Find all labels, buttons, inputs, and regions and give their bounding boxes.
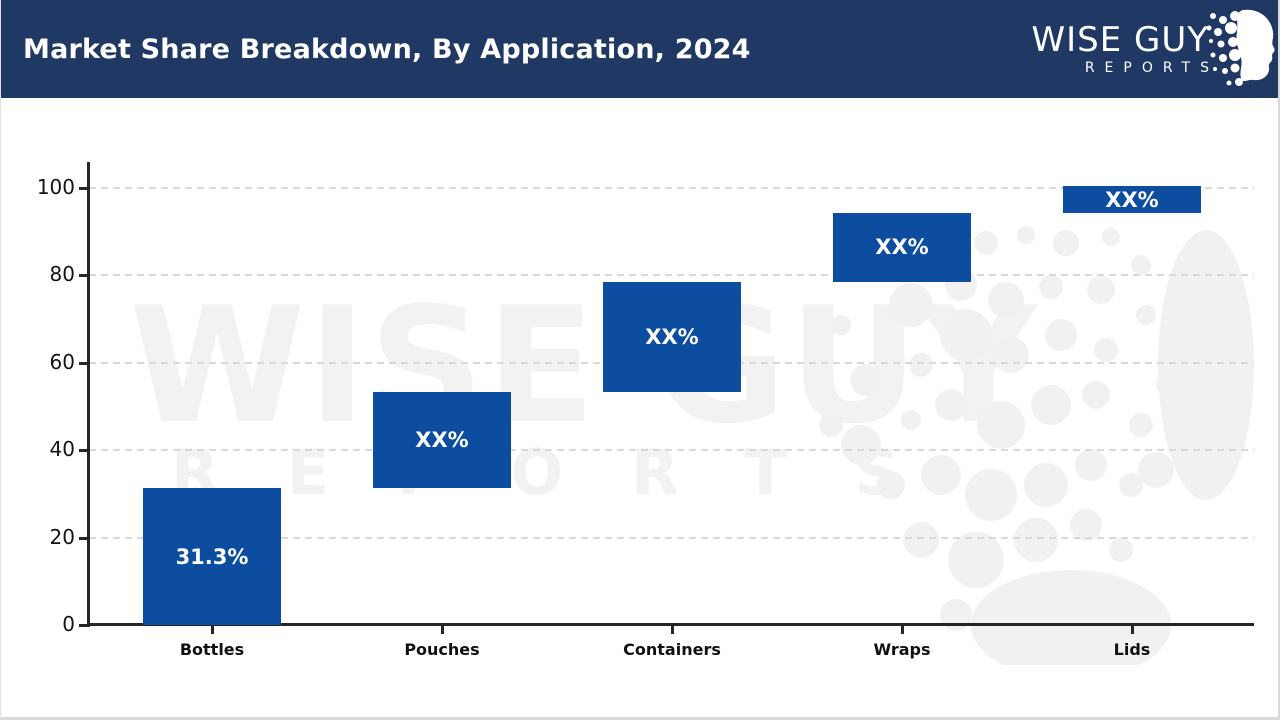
logo-face-icon [1206,9,1275,86]
category-label-containers: Containers [623,640,721,659]
gridline-20 [89,536,1254,539]
y-tick-20 [79,536,88,540]
y-tick-100 [79,186,88,190]
y-tick-label-0: 0 [62,612,75,636]
category-label-pouches: Pouches [404,640,480,659]
x-tick-containers [671,626,674,634]
x-axis [87,623,1254,626]
x-tick-bottles [211,626,214,634]
category-label-wraps: Wraps [873,640,931,659]
bar-label-lids: XX% [1105,187,1159,212]
gridline-40 [89,449,1254,451]
y-tick-60 [79,361,88,365]
header-bar: Market Share Breakdown, By Application, … [1,0,1278,98]
bar-pouches: XX% [373,391,511,489]
logo-text: WISE GUY REPORTS [1031,22,1209,76]
y-tick-label-80: 80 [49,262,75,286]
watermark-wordmark: WISE GUY [129,272,1039,459]
logo-subtitle: REPORTS [1084,60,1219,76]
bar-label-containers: XX% [645,324,699,349]
gridline-80 [89,274,1254,276]
category-label-lids: Lids [1113,640,1151,659]
y-tick-label-60: 60 [49,349,75,374]
y-tick-label-20: 20 [49,524,75,549]
watermark-subtitle: REPORTS [171,436,968,509]
bar-label-bottles: 31.3% [175,544,249,569]
wiseguy-logo: WISE GUY REPORTS [1006,0,1278,98]
page-title: Market Share Breakdown, By Application, … [23,33,751,65]
bar-bottles: 31.3% [143,488,281,625]
watermark-face-icon [819,223,1254,665]
bar-label-pouches: XX% [415,427,469,452]
bar-containers: XX% [603,282,741,392]
y-tick-0 [79,624,88,627]
logo-wordmark: WISE GUY [1031,20,1209,60]
bar-wraps: XX% [833,212,971,282]
bar-lids: XX% [1063,186,1201,213]
bar-label-wraps: XX% [875,235,929,260]
category-label-bottles: Bottles [179,640,245,659]
gridline-100 [89,186,1254,189]
y-tick-label-40: 40 [49,437,75,461]
x-tick-pouches [441,626,444,634]
y-tick-40 [79,449,88,452]
x-tick-lids [1131,626,1134,634]
y-tick-80 [79,274,88,277]
x-tick-wraps [901,626,904,634]
y-tick-label-100: 100 [36,174,75,199]
y-axis [87,162,90,627]
